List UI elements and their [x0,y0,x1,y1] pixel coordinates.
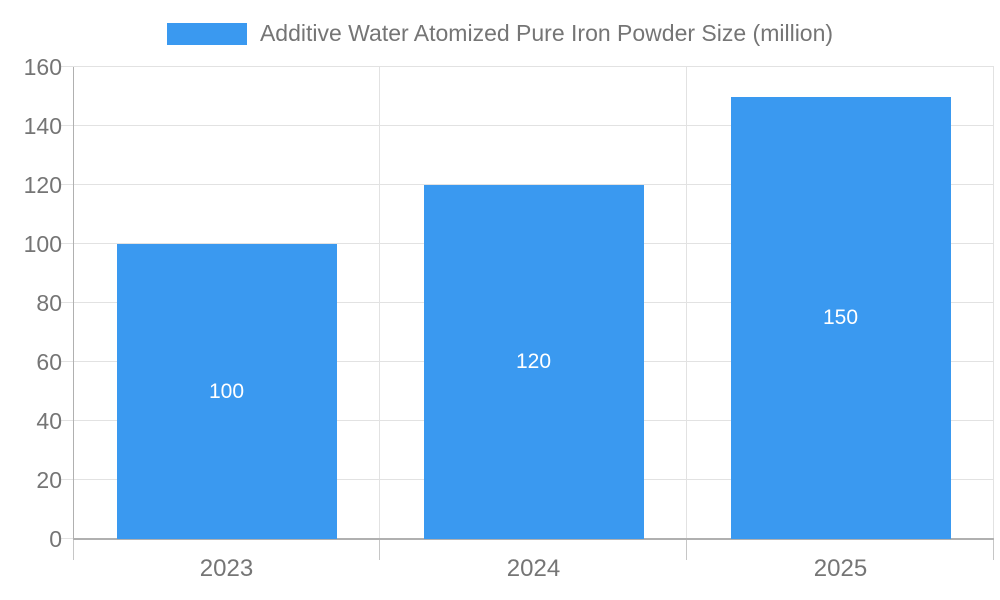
legend-swatch[interactable] [166,22,247,45]
y-axis-tick [61,420,73,421]
y-axis-tick [61,538,73,539]
x-axis-tick-label: 2024 [506,555,561,582]
y-axis-tick [61,302,73,303]
h-gridline [73,184,994,185]
y-axis-tick [61,125,73,126]
y-axis-tick-label: 60 [36,349,62,375]
x-axis-tick [73,539,74,560]
y-axis-tick-label: 0 [49,526,62,552]
legend-label[interactable]: Additive Water Atomized Pure Iron Powder… [259,20,834,46]
y-axis-tick-label: 80 [36,290,62,316]
y-axis-tick-label: 40 [36,408,62,434]
v-gridline [993,67,994,539]
y-axis-tick [61,66,73,67]
x-axis-tick-label: 2023 [199,555,254,582]
y-axis-tick-label: 20 [36,467,62,493]
h-gridline [73,125,994,126]
v-gridline [379,67,380,539]
bar-2023[interactable]: 100 [116,244,337,539]
y-axis-tick-label: 140 [23,113,62,139]
h-gridline [73,66,994,67]
bar-value-label: 150 [822,305,859,329]
x-axis-tick [379,539,380,560]
y-axis-tick-label: 100 [23,231,62,257]
x-axis-tick [993,539,994,560]
y-axis-tick [61,361,73,362]
bar-value-label: 100 [208,379,245,403]
bar-2025[interactable]: 150 [730,96,951,539]
y-axis-tick-label: 120 [23,172,62,198]
x-axis-tick [686,539,687,560]
y-axis-tick [61,184,73,185]
y-axis-tick [61,243,73,244]
y-axis-tick [61,479,73,480]
y-axis-line [73,67,74,539]
y-axis-tick-label: 160 [23,54,62,80]
bar-2024[interactable]: 120 [423,185,644,539]
plot-area: 100 120 150 [61,66,994,560]
legend: Additive Water Atomized Pure Iron Powder… [0,20,1000,47]
x-axis-line [73,538,994,540]
v-gridline [686,67,687,539]
x-axis-tick-label: 2025 [813,555,868,582]
bar-value-label: 120 [515,350,552,373]
